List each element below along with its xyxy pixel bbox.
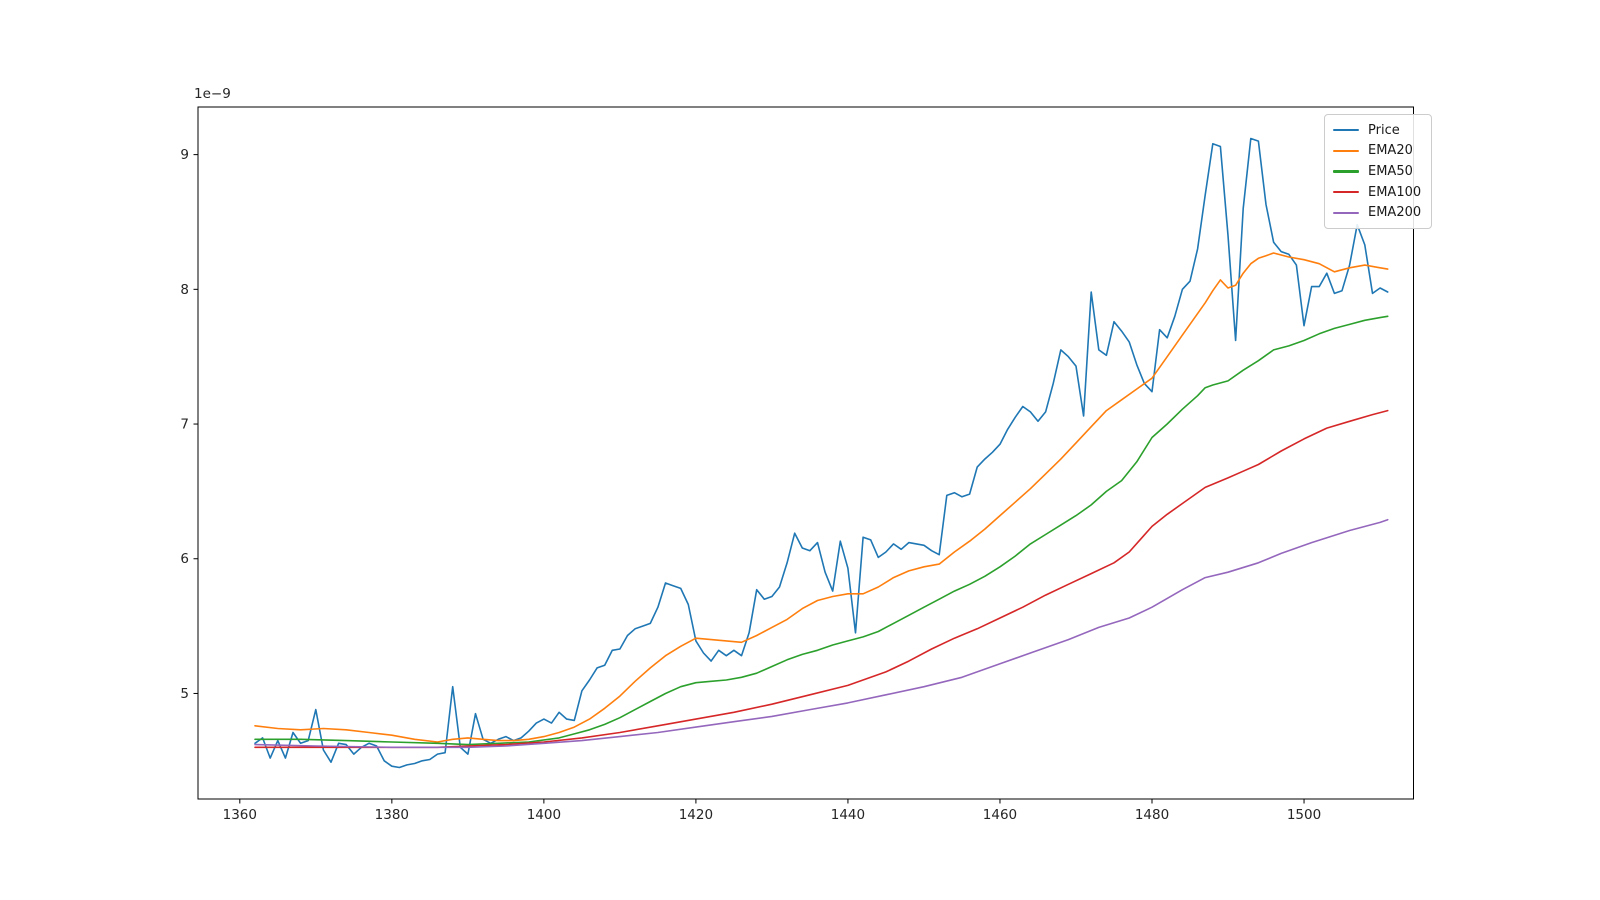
x-tick-label: 1500 [1287,807,1321,823]
legend-line-swatch-ema20 [1333,149,1359,152]
y-tick-label: 5 [180,686,189,702]
x-tick-label: 1440 [831,807,865,823]
legend-line-swatch-price [1333,129,1359,132]
legend-label: Price [1368,122,1400,138]
series-line-ema50 [254,315,1389,746]
series-line-ema100 [254,409,1389,749]
x-tick-label: 1360 [223,807,257,823]
y-tick-label: 9 [180,147,189,163]
legend-label: EMA100 [1368,184,1422,200]
axes-spines [197,106,1414,800]
x-tick-label: 1460 [983,807,1017,823]
y-tick-label: 7 [180,417,189,433]
legend-entry-ema100: EMA100 [1333,182,1421,203]
legend-line-swatch-ema100 [1333,191,1359,194]
series-line-price [254,137,1389,769]
x-tick-label: 1380 [375,807,409,823]
y-tick-label: 8 [180,282,189,298]
legend-box: Price EMA20 EMA50 EMA100 EMA200 [1324,114,1433,229]
x-tick-label: 1400 [527,807,561,823]
legend-label: EMA200 [1368,205,1422,221]
legend-line-swatch-ema200 [1333,211,1359,214]
y-tick-label: 6 [180,551,189,567]
legend-line-swatch-ema50 [1333,170,1359,173]
series-line-ema20 [254,252,1389,743]
series-line-ema200 [254,518,1389,749]
legend-label: EMA20 [1368,143,1413,159]
legend-label: EMA50 [1368,163,1413,179]
legend-entry-ema50: EMA50 [1333,161,1421,182]
legend-entry-ema200: EMA200 [1333,202,1421,223]
legend-entry-price: Price [1333,120,1421,141]
x-tick-label: 1480 [1135,807,1169,823]
x-tick-label: 1420 [679,807,713,823]
legend-entry-ema20: EMA20 [1333,141,1421,162]
y-axis-offset-label: 1e−9 [194,86,231,102]
